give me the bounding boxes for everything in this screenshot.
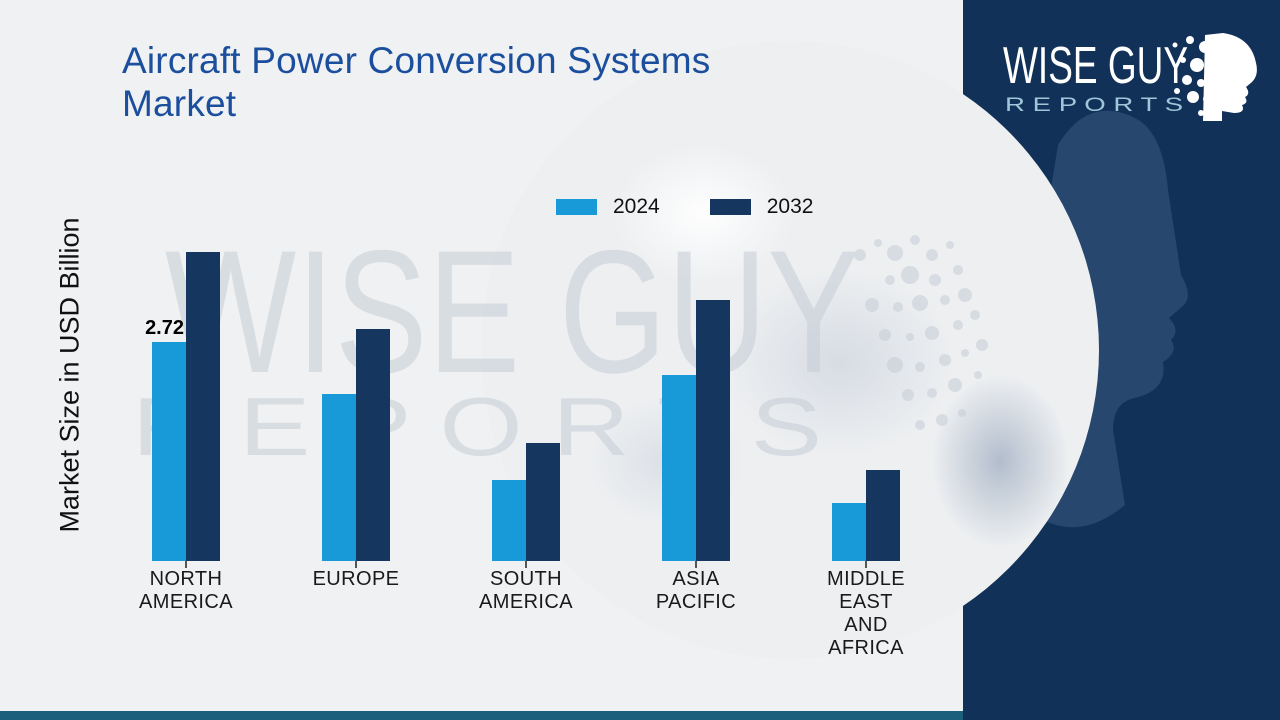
bar-2032-south-america — [526, 443, 560, 561]
x-axis-tick — [695, 561, 697, 568]
x-axis-tick — [355, 561, 357, 568]
bar-2024-asia-pacific — [662, 375, 696, 561]
legend-label-2032: 2032 — [766, 195, 814, 218]
x-axis-tick — [865, 561, 867, 568]
logo-reports: R E P O R T S — [1005, 95, 1183, 116]
legend-swatch-2032 — [709, 199, 751, 215]
chart-legend: 2024 2032 — [556, 195, 813, 219]
bottom-accent-bar — [0, 711, 1280, 720]
y-axis-label: Market Size in USD Billion — [54, 217, 85, 533]
legend-swatch-2024 — [556, 199, 597, 215]
wiseguy-logo: WISE GUY R E P O R T S — [1003, 33, 1257, 121]
bar-2032-middle-east-and-africa — [866, 470, 900, 561]
x-axis-tick — [525, 561, 527, 568]
background-circle — [481, 41, 1099, 659]
legend-item-2032: 2032 — [709, 195, 814, 219]
category-label: EUROPE — [312, 568, 400, 590]
category-label: ASIA PACIFIC — [655, 568, 737, 613]
bar-2024-north-america — [152, 342, 186, 561]
category-label: SOUTH AMERICA — [479, 568, 573, 613]
bar-2032-europe — [356, 329, 390, 561]
category-label: NORTH AMERICA — [139, 568, 233, 613]
page-title: Aircraft Power Conversion Systems Market — [122, 40, 711, 124]
legend-label-2024: 2024 — [613, 195, 660, 218]
bar-2032-north-america — [186, 252, 220, 561]
bar-2024-south-america — [492, 480, 526, 561]
data-label: 2.72 — [145, 317, 184, 340]
category-label: MIDDLE EAST AND AFRICA — [827, 568, 905, 659]
wiseguy-face-icon — [1172, 33, 1257, 121]
x-axis-tick — [185, 561, 187, 568]
watermark-wordmark: WISE GUY — [165, 225, 860, 410]
watermark-dots-icon — [854, 235, 988, 430]
bar-2024-europe — [322, 394, 356, 561]
logo-wordmark: WISE GUY — [1003, 37, 1188, 95]
bar-2024-middle-east-and-africa — [832, 503, 866, 561]
legend-item-2024: 2024 — [556, 195, 660, 219]
bar-2032-asia-pacific — [696, 300, 730, 561]
